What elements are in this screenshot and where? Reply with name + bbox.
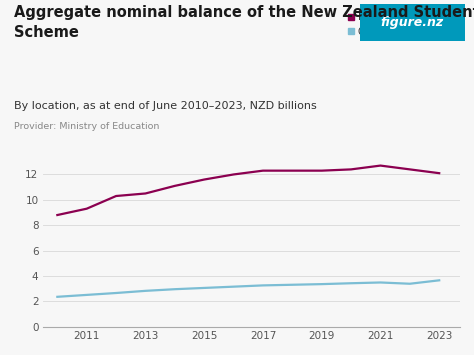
Text: Provider: Ministry of Education: Provider: Ministry of Education [14,122,160,131]
Text: By location, as at end of June 2010–2023, NZD billions: By location, as at end of June 2010–2023… [14,101,317,111]
Legend: New Zealand based, Overseas based: New Zealand based, Overseas based [347,12,455,37]
Text: Aggregate nominal balance of the New Zealand Student Loan
Scheme: Aggregate nominal balance of the New Zea… [14,5,474,39]
Text: figure.nz: figure.nz [381,16,444,29]
